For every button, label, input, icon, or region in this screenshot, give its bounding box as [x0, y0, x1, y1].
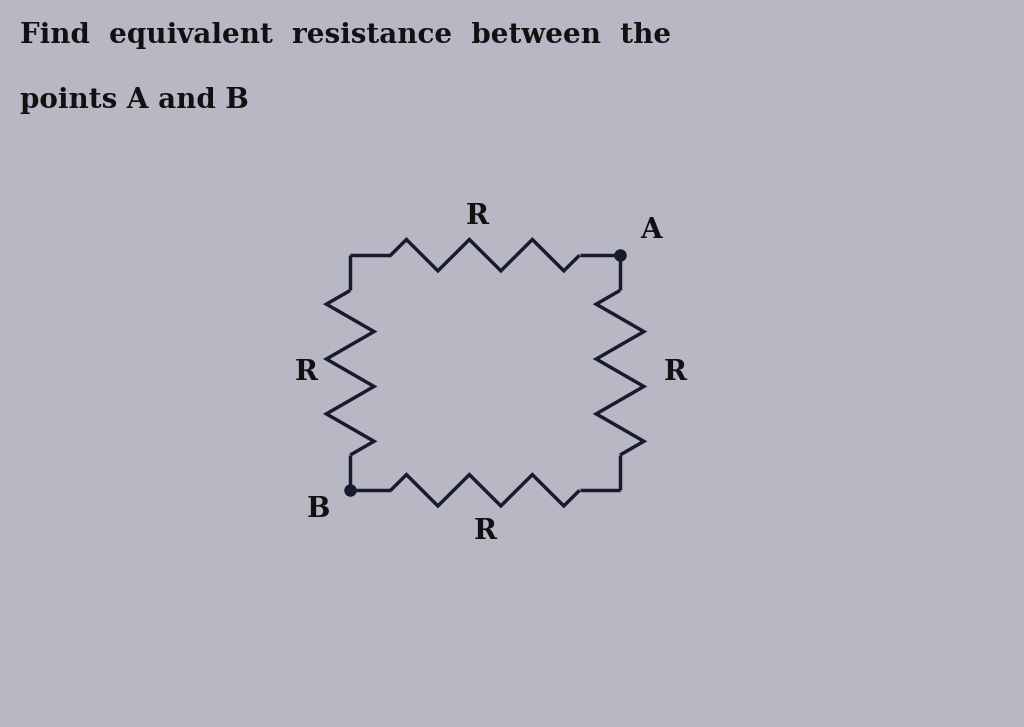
Text: R: R: [295, 359, 318, 386]
Text: R: R: [664, 359, 687, 386]
Text: points A and B: points A and B: [20, 87, 249, 114]
Text: B: B: [307, 496, 331, 523]
Text: R: R: [466, 203, 488, 230]
Text: R: R: [474, 518, 497, 545]
Text: A: A: [640, 217, 662, 244]
Text: Find  equivalent  resistance  between  the: Find equivalent resistance between the: [20, 22, 672, 49]
